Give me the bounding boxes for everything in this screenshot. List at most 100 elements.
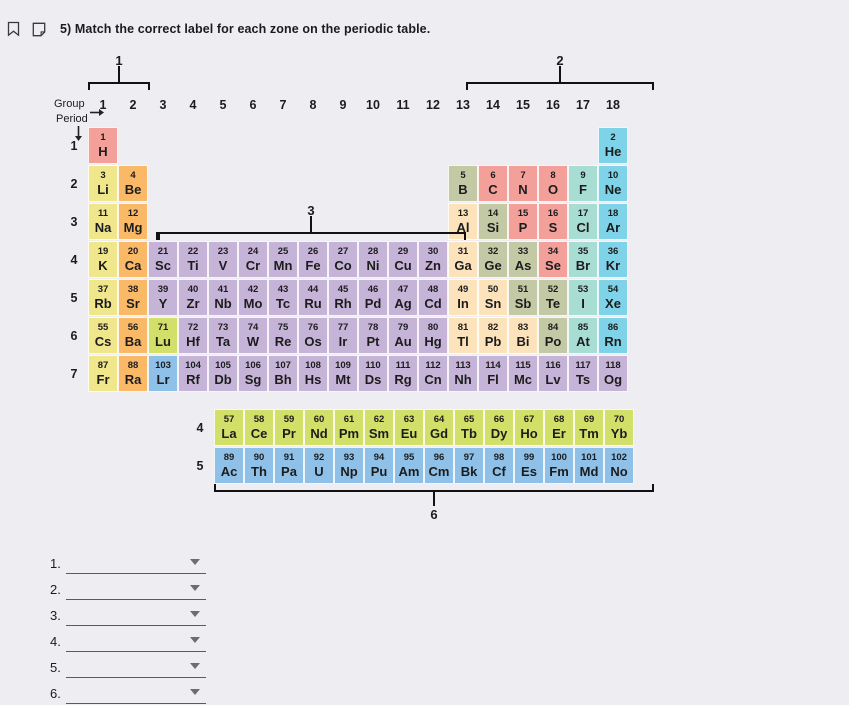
element-cell-Cd[interactable]: 48 Cd [418,279,448,316]
element-cell-Tm[interactable]: 69 Tm [574,409,604,446]
element-cell-Np[interactable]: 93 Np [334,447,364,484]
answer-dropdown-3[interactable] [66,603,206,626]
element-cell-Rg[interactable]: 111 Rg [388,355,418,392]
element-cell-Cm[interactable]: 96 Cm [424,447,454,484]
element-cell-Bi[interactable]: 83 Bi [508,317,538,354]
element-cell-K[interactable]: 19 K [88,241,118,278]
element-cell-Ba[interactable]: 56 Ba [118,317,148,354]
element-cell-Gd[interactable]: 64 Gd [424,409,454,446]
element-cell-Y[interactable]: 39 Y [148,279,178,316]
chevron-down-icon[interactable] [190,663,200,669]
element-cell-Db[interactable]: 105 Db [208,355,238,392]
element-cell-Cl[interactable]: 17 Cl [568,203,598,240]
element-cell-Es[interactable]: 99 Es [514,447,544,484]
element-cell-Pa[interactable]: 91 Pa [274,447,304,484]
element-cell-Ne[interactable]: 10 Ne [598,165,628,202]
chevron-down-icon[interactable] [190,689,200,695]
chevron-down-icon[interactable] [190,559,200,565]
chevron-down-icon[interactable] [190,637,200,643]
element-cell-Pr[interactable]: 59 Pr [274,409,304,446]
element-cell-Ra[interactable]: 88 Ra [118,355,148,392]
element-cell-Re[interactable]: 75 Re [268,317,298,354]
element-cell-Tc[interactable]: 43 Tc [268,279,298,316]
answer-dropdown-5[interactable] [66,655,206,678]
answer-dropdown-1[interactable] [66,551,206,574]
element-cell-Mo[interactable]: 42 Mo [238,279,268,316]
element-cell-Rn[interactable]: 86 Rn [598,317,628,354]
element-cell-Yb[interactable]: 70 Yb [604,409,634,446]
element-cell-Ta[interactable]: 73 Ta [208,317,238,354]
element-cell-V[interactable]: 23 V [208,241,238,278]
element-cell-Eu[interactable]: 63 Eu [394,409,424,446]
element-cell-He[interactable]: 2 He [598,127,628,164]
element-cell-Fe[interactable]: 26 Fe [298,241,328,278]
element-cell-Ds[interactable]: 110 Ds [358,355,388,392]
element-cell-Ca[interactable]: 20 Ca [118,241,148,278]
element-cell-Xe[interactable]: 54 Xe [598,279,628,316]
element-cell-Pd[interactable]: 46 Pd [358,279,388,316]
note-flag-icon[interactable] [26,17,52,41]
element-cell-Pb[interactable]: 82 Pb [478,317,508,354]
answer-dropdown-2[interactable] [66,577,206,600]
element-cell-Ar[interactable]: 18 Ar [598,203,628,240]
element-cell-La[interactable]: 57 La [214,409,244,446]
element-cell-Mt[interactable]: 109 Mt [328,355,358,392]
element-cell-Lu[interactable]: 71 Lu [148,317,178,354]
answer-dropdown-6[interactable] [66,681,206,704]
element-cell-Nb[interactable]: 41 Nb [208,279,238,316]
element-cell-No[interactable]: 102 No [604,447,634,484]
element-cell-Pu[interactable]: 94 Pu [364,447,394,484]
element-cell-Hs[interactable]: 108 Hs [298,355,328,392]
element-cell-Rf[interactable]: 104 Rf [178,355,208,392]
answer-dropdown-4[interactable] [66,629,206,652]
chevron-down-icon[interactable] [190,585,200,591]
element-cell-Sr[interactable]: 38 Sr [118,279,148,316]
element-cell-Li[interactable]: 3 Li [88,165,118,202]
element-cell-S[interactable]: 16 S [538,203,568,240]
element-cell-Am[interactable]: 95 Am [394,447,424,484]
element-cell-Bh[interactable]: 107 Bh [268,355,298,392]
element-cell-Zr[interactable]: 40 Zr [178,279,208,316]
element-cell-P[interactable]: 15 P [508,203,538,240]
element-cell-Sb[interactable]: 51 Sb [508,279,538,316]
element-cell-Rb[interactable]: 37 Rb [88,279,118,316]
element-cell-Kr[interactable]: 36 Kr [598,241,628,278]
element-cell-Sg[interactable]: 106 Sg [238,355,268,392]
element-cell-Lr[interactable]: 103 Lr [148,355,178,392]
element-cell-Ce[interactable]: 58 Ce [244,409,274,446]
element-cell-Md[interactable]: 101 Md [574,447,604,484]
element-cell-Zn[interactable]: 30 Zn [418,241,448,278]
element-cell-Br[interactable]: 35 Br [568,241,598,278]
element-cell-Nh[interactable]: 113 Nh [448,355,478,392]
element-cell-Hf[interactable]: 72 Hf [178,317,208,354]
element-cell-Ir[interactable]: 77 Ir [328,317,358,354]
element-cell-Sm[interactable]: 62 Sm [364,409,394,446]
element-cell-Ge[interactable]: 32 Ge [478,241,508,278]
element-cell-Ag[interactable]: 47 Ag [388,279,418,316]
element-cell-Er[interactable]: 68 Er [544,409,574,446]
element-cell-Fl[interactable]: 114 Fl [478,355,508,392]
element-cell-As[interactable]: 33 As [508,241,538,278]
element-cell-In[interactable]: 49 In [448,279,478,316]
element-cell-Nd[interactable]: 60 Nd [304,409,334,446]
element-cell-Cr[interactable]: 24 Cr [238,241,268,278]
element-cell-W[interactable]: 74 W [238,317,268,354]
element-cell-Tb[interactable]: 65 Tb [454,409,484,446]
element-cell-Lv[interactable]: 116 Lv [538,355,568,392]
element-cell-Ac[interactable]: 89 Ac [214,447,244,484]
element-cell-At[interactable]: 85 At [568,317,598,354]
element-cell-Pm[interactable]: 61 Pm [334,409,364,446]
element-cell-Te[interactable]: 52 Te [538,279,568,316]
element-cell-Ti[interactable]: 22 Ti [178,241,208,278]
element-cell-Co[interactable]: 27 Co [328,241,358,278]
bookmark-icon[interactable] [0,17,26,41]
element-cell-Pt[interactable]: 78 Pt [358,317,388,354]
element-cell-Si[interactable]: 14 Si [478,203,508,240]
chevron-down-icon[interactable] [190,611,200,617]
element-cell-Fr[interactable]: 87 Fr [88,355,118,392]
